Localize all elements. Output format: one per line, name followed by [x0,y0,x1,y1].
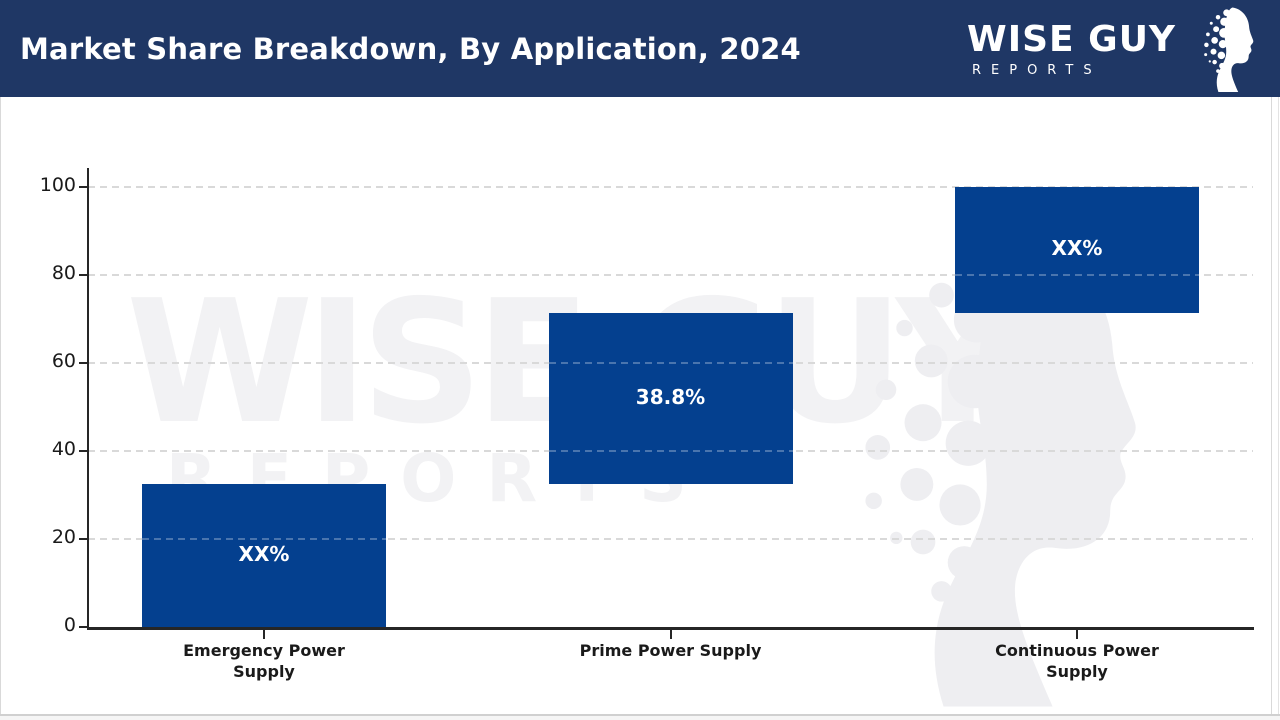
y-tick-label-20: 20 [51,526,76,548]
y-tick-label-60: 60 [51,350,76,372]
bar-gridline-through-40 [548,449,793,452]
bar-value-label-emergency-power-supply: XX% [238,541,290,566]
footer-band [0,716,1280,720]
category-label-prime-power-supply: Prime Power Supply [471,640,871,661]
y-tick-0 [79,626,87,628]
category-label-line: Emergency Power [183,641,345,660]
gridline-80 [88,274,1253,276]
frame-border-left [0,97,1,716]
y-axis-line [87,168,89,630]
gridline-100 [88,186,1253,188]
logo-reports-label: REPORTS [971,63,1102,78]
y-tick-40 [79,450,87,452]
x-tick-emergency-power-supply [263,630,265,639]
category-label-emergency-power-supply: Emergency Power Supply [64,640,464,682]
x-tick-continuous-power-supply [1076,630,1078,639]
bar-gridline-through-60 [548,361,793,364]
y-tick-label-40: 40 [51,438,76,460]
y-tick-100 [79,186,87,188]
category-label-line: Supply [233,662,295,681]
y-tick-label-0: 0 [63,614,76,636]
x-axis-line [87,627,1254,630]
category-label-line: Continuous Power [995,641,1159,660]
y-tick-60 [79,362,87,364]
bar-continuous-power-supply [955,187,1199,314]
gridline-20 [88,538,1253,540]
y-tick-20 [79,538,87,540]
chart-title: Market Share Breakdown, By Application, … [20,31,801,66]
category-label-line: Prime Power Supply [579,641,762,660]
page-edge-right [1278,97,1279,720]
wiseguy-logo-text: WISE GUY REPORTS [966,19,1176,79]
bar-value-label-prime-power-supply: 38.8% [635,384,706,409]
x-tick-prime-power-supply [669,630,672,639]
frame-border-right [1271,97,1272,716]
bar-prime-power-supply [548,313,793,484]
category-label-line: Supply [1046,662,1108,681]
bar-gridline-through-80 [955,274,1199,276]
y-tick-label-80: 80 [51,262,76,284]
logo-wiseguy-label: WISE GUY [966,19,1176,60]
header-bar: Market Share Breakdown, By Application, … [0,0,1280,97]
wiseguy-logo: WISE GUY REPORTS [967,6,1264,92]
bar-value-label-continuous-power-supply: XX% [1051,236,1103,261]
bar-emergency-power-supply [142,484,386,627]
y-tick-80 [79,274,87,276]
bar-gridline-through-20 [142,538,386,540]
category-label-continuous-power-supply: Continuous Power Supply [877,640,1277,682]
footer-divider-line [0,714,1280,716]
y-tick-label-100: 100 [39,174,76,196]
